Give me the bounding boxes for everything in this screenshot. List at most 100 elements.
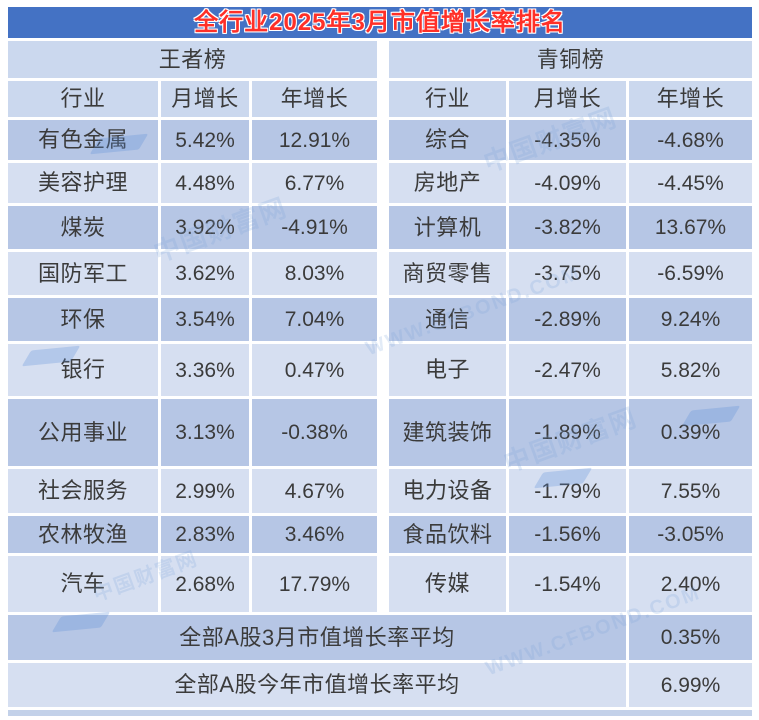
industry-cell: 国防军工 bbox=[8, 252, 158, 295]
year-growth-cell: -0.38% bbox=[252, 399, 377, 466]
table-gap-spacer bbox=[380, 81, 386, 117]
table-row: 煤炭 3.92% -4.91% 计算机 -3.82% 13.67% bbox=[8, 206, 752, 249]
industry-cell: 房地产 bbox=[389, 163, 506, 203]
column-header-row: 行业 月增长 年增长 行业 月增长 年增长 bbox=[8, 81, 752, 117]
industry-cell: 汽车 bbox=[8, 556, 158, 612]
month-growth-cell: -1.54% bbox=[509, 556, 626, 612]
year-growth-cell: 0.39% bbox=[629, 399, 752, 466]
table-gap-spacer bbox=[380, 41, 386, 78]
bronze-list-header: 青铜榜 bbox=[389, 41, 752, 78]
table-row: 汽车 2.68% 17.79% 传媒 -1.54% 2.40% bbox=[8, 556, 752, 612]
table-row: 社会服务 2.99% 4.67% 电力设备 -1.79% 7.55% bbox=[8, 469, 752, 513]
year-growth-cell: 2.40% bbox=[629, 556, 752, 612]
month-growth-cell: -2.89% bbox=[509, 298, 626, 341]
summary-label: 全部A股今年市值增长率平均 bbox=[8, 663, 626, 707]
year-growth-cell: 9.24% bbox=[629, 298, 752, 341]
year-growth-cell: -4.45% bbox=[629, 163, 752, 203]
month-growth-cell: 3.54% bbox=[161, 298, 249, 341]
table-gap-spacer bbox=[380, 399, 386, 466]
month-growth-cell: -4.09% bbox=[509, 163, 626, 203]
industry-cell: 银行 bbox=[8, 344, 158, 396]
table-row: 公用事业 3.13% -0.38% 建筑装饰 -1.89% 0.39% bbox=[8, 399, 752, 466]
year-growth-cell: 12.91% bbox=[252, 120, 377, 160]
month-growth-cell: 4.48% bbox=[161, 163, 249, 203]
month-growth-cell: -2.47% bbox=[509, 344, 626, 396]
month-growth-cell: 3.13% bbox=[161, 399, 249, 466]
industry-cell: 社会服务 bbox=[8, 469, 158, 513]
year-growth-cell: 4.67% bbox=[252, 469, 377, 513]
month-growth-cell: -1.56% bbox=[509, 516, 626, 553]
title-row: 全行业2025年3月市值增长率排名 bbox=[8, 7, 752, 38]
table-row: 银行 3.36% 0.47% 电子 -2.47% 5.82% bbox=[8, 344, 752, 396]
industry-cell: 通信 bbox=[389, 298, 506, 341]
month-growth-cell: 2.83% bbox=[161, 516, 249, 553]
summary-row-ytd: 全部A股今年市值增长率平均 6.99% bbox=[8, 663, 752, 707]
month-growth-cell: 3.62% bbox=[161, 252, 249, 295]
king-list-header: 王者榜 bbox=[8, 41, 377, 78]
col-header-year-left: 年增长 bbox=[252, 81, 377, 117]
summary-row-march: 全部A股3月市值增长率平均 0.35% bbox=[8, 615, 752, 660]
industry-cell: 有色金属 bbox=[8, 120, 158, 160]
year-growth-cell: 8.03% bbox=[252, 252, 377, 295]
year-growth-cell: 17.79% bbox=[252, 556, 377, 612]
industry-cell: 电力设备 bbox=[389, 469, 506, 513]
table-gap-spacer bbox=[380, 469, 386, 513]
industry-cell: 电子 bbox=[389, 344, 506, 396]
year-growth-cell: 6.77% bbox=[252, 163, 377, 203]
summary-label: 全部A股3月市值增长率平均 bbox=[8, 615, 626, 660]
table-row: 有色金属 5.42% 12.91% 综合 -4.35% -4.68% bbox=[8, 120, 752, 160]
table-gap-spacer bbox=[380, 252, 386, 295]
table-gap-spacer bbox=[380, 516, 386, 553]
table-gap-spacer bbox=[380, 120, 386, 160]
cutoff-row-sliver bbox=[8, 710, 752, 716]
industry-cell: 计算机 bbox=[389, 206, 506, 249]
month-growth-cell: 3.92% bbox=[161, 206, 249, 249]
month-growth-cell: -1.79% bbox=[509, 469, 626, 513]
industry-cell: 环保 bbox=[8, 298, 158, 341]
page-title: 全行业2025年3月市值增长率排名 bbox=[8, 7, 752, 38]
year-growth-cell: -3.05% bbox=[629, 516, 752, 553]
data-rows-container: 有色金属 5.42% 12.91% 综合 -4.35% -4.68% 美容护理 4.48% 6.… bbox=[8, 120, 752, 612]
industry-cell: 公用事业 bbox=[8, 399, 158, 466]
col-header-industry-right: 行业 bbox=[389, 81, 506, 117]
industry-cell: 美容护理 bbox=[8, 163, 158, 203]
month-growth-cell: -3.82% bbox=[509, 206, 626, 249]
industry-cell: 商贸零售 bbox=[389, 252, 506, 295]
table-row: 美容护理 4.48% 6.77% 房地产 -4.09% -4.45% bbox=[8, 163, 752, 203]
table-row: 环保 3.54% 7.04% 通信 -2.89% 9.24% bbox=[8, 298, 752, 341]
year-growth-cell: 7.55% bbox=[629, 469, 752, 513]
industry-cell: 综合 bbox=[389, 120, 506, 160]
year-growth-cell: 13.67% bbox=[629, 206, 752, 249]
summary-value: 0.35% bbox=[629, 615, 752, 660]
table-row: 农林牧渔 2.83% 3.46% 食品饮料 -1.56% -3.05% bbox=[8, 516, 752, 553]
col-header-month-right: 月增长 bbox=[509, 81, 626, 117]
month-growth-cell: 5.42% bbox=[161, 120, 249, 160]
table-gap-spacer bbox=[380, 298, 386, 341]
year-growth-cell: -6.59% bbox=[629, 252, 752, 295]
month-growth-cell: 2.68% bbox=[161, 556, 249, 612]
month-growth-cell: -4.35% bbox=[509, 120, 626, 160]
group-header-row: 王者榜 青铜榜 bbox=[8, 41, 752, 78]
summary-value: 6.99% bbox=[629, 663, 752, 707]
table-row: 国防军工 3.62% 8.03% 商贸零售 -3.75% -6.59% bbox=[8, 252, 752, 295]
industry-cell: 煤炭 bbox=[8, 206, 158, 249]
year-growth-cell: -4.91% bbox=[252, 206, 377, 249]
month-growth-cell: 2.99% bbox=[161, 469, 249, 513]
industry-cell: 建筑装饰 bbox=[389, 399, 506, 466]
industry-cell: 农林牧渔 bbox=[8, 516, 158, 553]
col-header-year-right: 年增长 bbox=[629, 81, 752, 117]
year-growth-cell: -4.68% bbox=[629, 120, 752, 160]
cutoff-cell bbox=[8, 710, 752, 716]
table-gap-spacer bbox=[380, 206, 386, 249]
month-growth-cell: 3.36% bbox=[161, 344, 249, 396]
year-growth-cell: 7.04% bbox=[252, 298, 377, 341]
year-growth-cell: 5.82% bbox=[629, 344, 752, 396]
industry-cell: 传媒 bbox=[389, 556, 506, 612]
industry-cell: 食品饮料 bbox=[389, 516, 506, 553]
table-gap-spacer bbox=[380, 556, 386, 612]
table-gap-spacer bbox=[380, 163, 386, 203]
col-header-industry-left: 行业 bbox=[8, 81, 158, 117]
year-growth-cell: 3.46% bbox=[252, 516, 377, 553]
month-growth-cell: -1.89% bbox=[509, 399, 626, 466]
